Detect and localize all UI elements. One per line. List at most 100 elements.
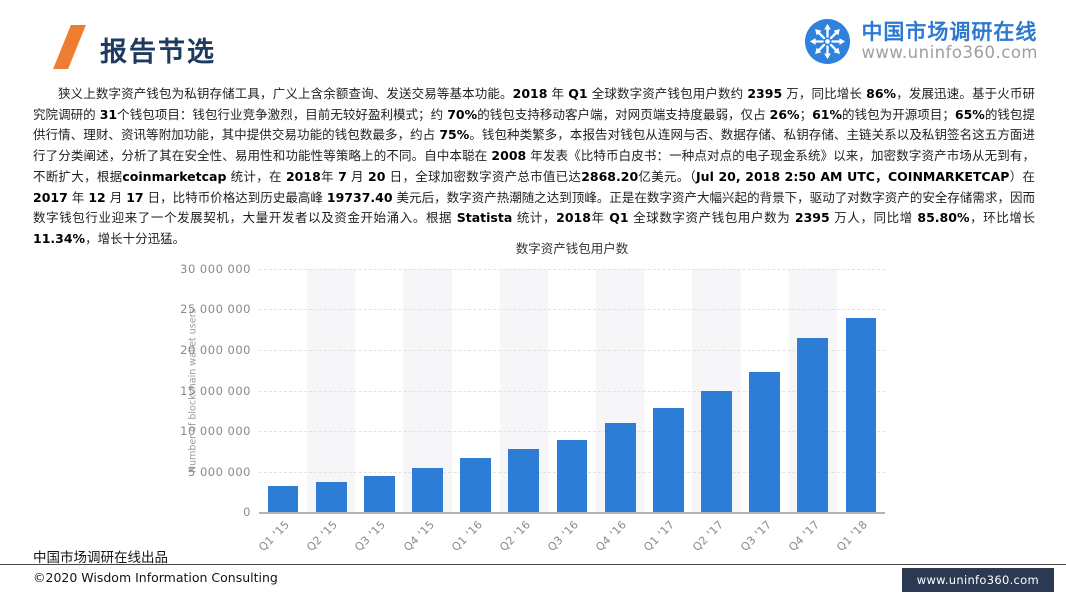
wallet-users-chart: 数字资产钱包用户数 Number of blockchain wallet us… — [180, 238, 885, 554]
x-tick-label: Q2 '17 — [689, 518, 726, 555]
bar — [508, 449, 540, 512]
bar-column: Q1 '18 — [834, 269, 885, 554]
excerpt-text: 全球数字资产钱包用户数约 — [587, 86, 748, 101]
bar — [797, 337, 829, 512]
x-tick-label: Q2 '15 — [304, 518, 341, 555]
y-tick-label: 15 000 000 — [180, 383, 251, 398]
excerpt-text: ，增长十分迅猛。 — [85, 230, 186, 246]
excerpt-text: 。钱包种类繁多，本报告对钱包从连网与否、数据存储、私钥存储、主链关系以及私钥签名… — [33, 127, 1035, 164]
excerpt-text: 月 — [346, 168, 369, 184]
excerpt-bold-text: 26% — [769, 106, 800, 122]
excerpt-text: 万，同比增长 — [782, 86, 867, 101]
x-tick-label: Q3 '16 — [545, 518, 582, 555]
excerpt-text: ，环比增长 — [969, 210, 1035, 226]
x-tick-label: Q2 '16 — [497, 518, 534, 555]
excerpt-text: 日，全球加密数字资产总市值已达 — [385, 168, 582, 184]
chart-yticks: 30 000 000 25 000 000 20 000 000 15 000 000… — [180, 262, 259, 519]
y-tick-label: 5 000 000 — [187, 464, 251, 479]
footer-divider — [0, 564, 1066, 565]
bar-column: Q1 '17 — [641, 269, 692, 554]
bar — [267, 486, 299, 512]
bar — [701, 390, 732, 512]
excerpt-bold-text: 2018 — [512, 86, 548, 101]
bar-column: Q1 '16 — [449, 269, 500, 554]
excerpt-text: 美元后，数字资产热潮随之达到顶峰。正是在数字资产大幅兴起的背景下，驱动了对数字资… — [33, 189, 1036, 226]
excerpt-bold-text: 2018 — [285, 168, 321, 184]
excerpt-bold-text: 75% — [439, 127, 470, 143]
excerpt-text: 统计， — [512, 210, 557, 226]
excerpt-bold-text: 7 — [338, 168, 347, 184]
excerpt-bold-text: 19737.40 — [326, 189, 393, 205]
x-tick-label: Q3 '15 — [352, 518, 389, 555]
excerpt-text: 月 — [105, 189, 127, 205]
excerpt-text: 的钱包支持移动客户端，对网页端支持度最弱，仅占 — [477, 106, 770, 122]
footer-url-badge[interactable]: www.uninfo360.com — [901, 568, 1054, 592]
footer-copyright: ©2020 Wisdom Information Consulting — [33, 570, 278, 585]
y-tick-label: 20 000 000 — [180, 342, 251, 357]
excerpt-text: 万人，同比增 — [829, 210, 918, 226]
footer-produced-by: 中国市场调研在线出品 — [33, 550, 168, 566]
excerpt-text: ； — [799, 106, 813, 122]
x-tick-label: Q1 '15 — [256, 518, 293, 555]
bar — [460, 457, 492, 512]
excerpt-text: 全球数字资产钱包用户数为 — [628, 210, 795, 226]
bar-column: Q3 '16 — [545, 269, 596, 554]
excerpt-text: 年 — [320, 168, 339, 184]
bar-column: Q3 '17 — [738, 269, 789, 554]
bar-column: Q1 '15 — [256, 269, 307, 554]
excerpt-text: 个钱包项目：钱包行业竞争激烈，目前无较好盈利模式；约 — [117, 106, 448, 122]
header-slash-accent — [53, 25, 86, 69]
x-tick-label: Q1 '17 — [641, 518, 678, 555]
excerpt-paragraph: 狭义上数字资产钱包为私钥存储工具，广义上含余额查询、发送交易等基本功能。2018… — [33, 84, 1035, 250]
gridline — [259, 430, 885, 432]
brand-url-link[interactable]: www.uninfo360.com — [861, 43, 1038, 63]
brand-block: 中国市场调研在线 www.uninfo360.com — [804, 18, 1038, 65]
excerpt-text: 亿美元。（ — [638, 168, 697, 184]
bar — [749, 371, 781, 512]
bar — [363, 476, 395, 512]
gridline — [259, 349, 885, 351]
x-tick-label: Q1 '16 — [448, 518, 485, 555]
gridline — [259, 269, 885, 270]
bar — [315, 482, 347, 512]
y-tick-label: 25 000 000 — [180, 302, 251, 317]
excerpt-bold-text: 85.80% — [917, 210, 970, 226]
gridline — [259, 390, 885, 392]
excerpt-bold-text: 2017 — [33, 189, 68, 205]
x-tick-label: Q4 '16 — [593, 518, 630, 555]
x-tick-label: Q3 '17 — [737, 518, 774, 555]
excerpt-bold-text: 17 — [126, 189, 144, 205]
excerpt-text: 年 — [67, 189, 89, 205]
excerpt-bold-text: 2395 — [794, 210, 830, 226]
y-tick-label: 10 000 000 — [180, 423, 251, 438]
brand-name: 中国市场调研在线 — [861, 19, 1038, 44]
excerpt-bold-text: coinmarketcap — [122, 168, 227, 184]
excerpt-bold-text: 11.34% — [33, 230, 86, 246]
gridline — [259, 309, 885, 311]
excerpt-text: 狭义上数字资产钱包为私钥存储工具，广义上含余额查询、发送交易等基本功能。 — [58, 86, 513, 101]
excerpt-text: 的钱包提供行情、理财、资讯等附加功能，其中提供交易功能的钱包数最多，约占 — [33, 106, 1035, 143]
excerpt-text: 年 — [547, 86, 569, 101]
chart-title: 数字资产钱包用户数 — [515, 241, 629, 256]
excerpt-bold-text: 2868.20 — [581, 168, 639, 184]
excerpt-bold-text: 70% — [447, 106, 478, 122]
x-tick-label: Q1 '18 — [834, 518, 871, 555]
brand-snowflake-logo-icon — [805, 18, 851, 65]
excerpt-bold-text: Jul 20, 2018 2:50 AM UTC，COINMARKETCAP — [696, 168, 1010, 184]
x-tick-label: Q4 '17 — [785, 518, 822, 555]
excerpt-bold-text: 20 — [368, 168, 386, 184]
excerpt-text: 年 — [590, 210, 610, 226]
bar — [604, 423, 636, 512]
excerpt-bold-text: 61% — [812, 106, 842, 122]
excerpt-text: ，发展迅速。基于火币研究院调研的 — [33, 86, 1035, 122]
bar — [845, 318, 877, 512]
bar — [556, 439, 588, 512]
excerpt-bold-text: Q1 — [609, 210, 629, 226]
excerpt-bold-text: 2395 — [747, 86, 783, 101]
excerpt-text: ）在 — [1009, 168, 1035, 184]
excerpt-bold-text: 86% — [866, 86, 897, 101]
excerpt-text: 的钱包为开源项目； — [842, 106, 955, 122]
bar — [652, 408, 684, 512]
bar — [412, 468, 443, 512]
y-tick-label: 0 — [243, 505, 251, 519]
